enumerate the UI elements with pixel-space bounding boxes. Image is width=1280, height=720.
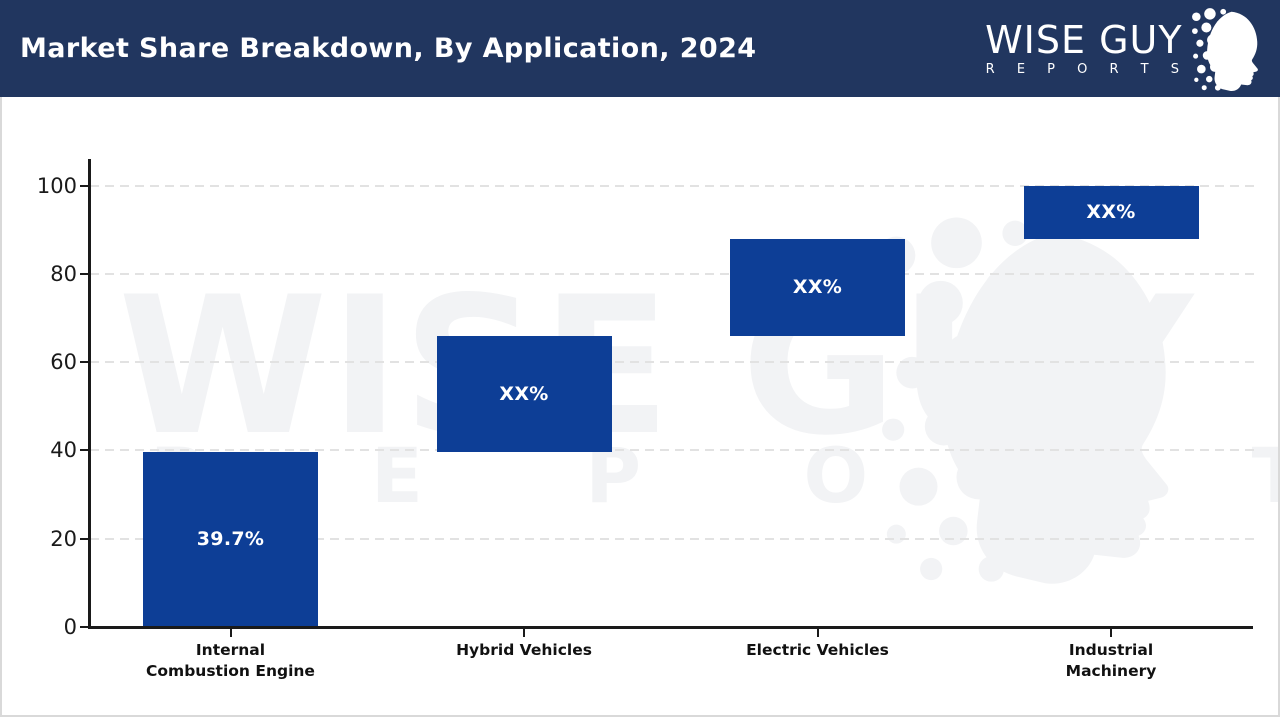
bar-value-label: 39.7% [196,528,265,551]
frame-border-bottom [0,715,1280,717]
frame-border-right [1278,97,1280,717]
bar-value-label: XX% [1086,201,1136,224]
y-axis-line [88,159,91,629]
y-gridline [90,272,1258,275]
x-axis-line [88,626,1253,629]
logo-subtitle-text: R E P O R T S [985,62,1188,77]
y-axis-tick-mark [80,626,89,628]
y-axis-tick-mark [80,272,89,275]
y-axis-tick-label: 20 [50,526,77,551]
y-gridline [90,449,1258,452]
y-axis-tick-label: 100 [36,173,77,198]
frame-border-left [0,97,2,717]
waterfall-bar-segment: 39.7% [143,451,318,627]
waterfall-bar-segment: XX% [436,335,612,452]
y-axis-tick-label: 0 [63,615,77,639]
bar-value-label: XX% [792,276,843,299]
x-category-label: Industrial Machinery [991,640,1231,682]
logo-name-text: WISE GUY [985,18,1183,62]
waterfall-bar-segment: XX% [1023,185,1199,239]
x-category-label: Internal Combustion Engine [111,640,351,682]
x-category-label-line: Machinery [1065,662,1157,680]
y-axis-tick-mark [80,537,89,540]
x-category-label-line: Industrial [1068,641,1154,659]
waterfall-bar-segment: XX% [730,238,905,336]
x-axis-tick-mark [1110,628,1112,637]
watermark-head-icon [877,217,1169,584]
x-category-label-line: Combustion Engine [146,662,315,680]
y-axis-tick-mark [80,184,89,187]
x-category-label-line: Internal [195,641,266,659]
header-bar: Market Share Breakdown, By Application, … [0,0,1280,97]
y-axis-tick-label: 40 [50,438,77,463]
x-axis-tick-mark [523,628,525,637]
x-category-label-line: Electric Vehicles [746,641,889,659]
logo-head-icon [1192,8,1258,92]
y-gridline [90,537,1258,540]
page-title: Market Share Breakdown, By Application, … [20,33,757,64]
x-axis-tick-mark [816,628,819,637]
bar-value-label: XX% [499,382,549,405]
y-axis-tick-mark [80,361,89,364]
y-axis-tick-mark [80,449,89,452]
x-category-label: Hybrid Vehicles [404,640,644,661]
x-category-label-line: Hybrid Vehicles [456,641,592,659]
y-gridline [90,361,1258,364]
y-gridline [90,184,1258,187]
y-axis-tick-label: 60 [50,350,77,375]
wise-guy-logo: WISE GUY R E P O R T S [980,6,1268,92]
x-axis-tick-mark [229,628,232,637]
logo-wordmark: WISE GUY R E P O R T S [980,21,1188,77]
x-category-label: Electric Vehicles [698,640,938,661]
y-axis-tick-label: 80 [50,261,77,286]
